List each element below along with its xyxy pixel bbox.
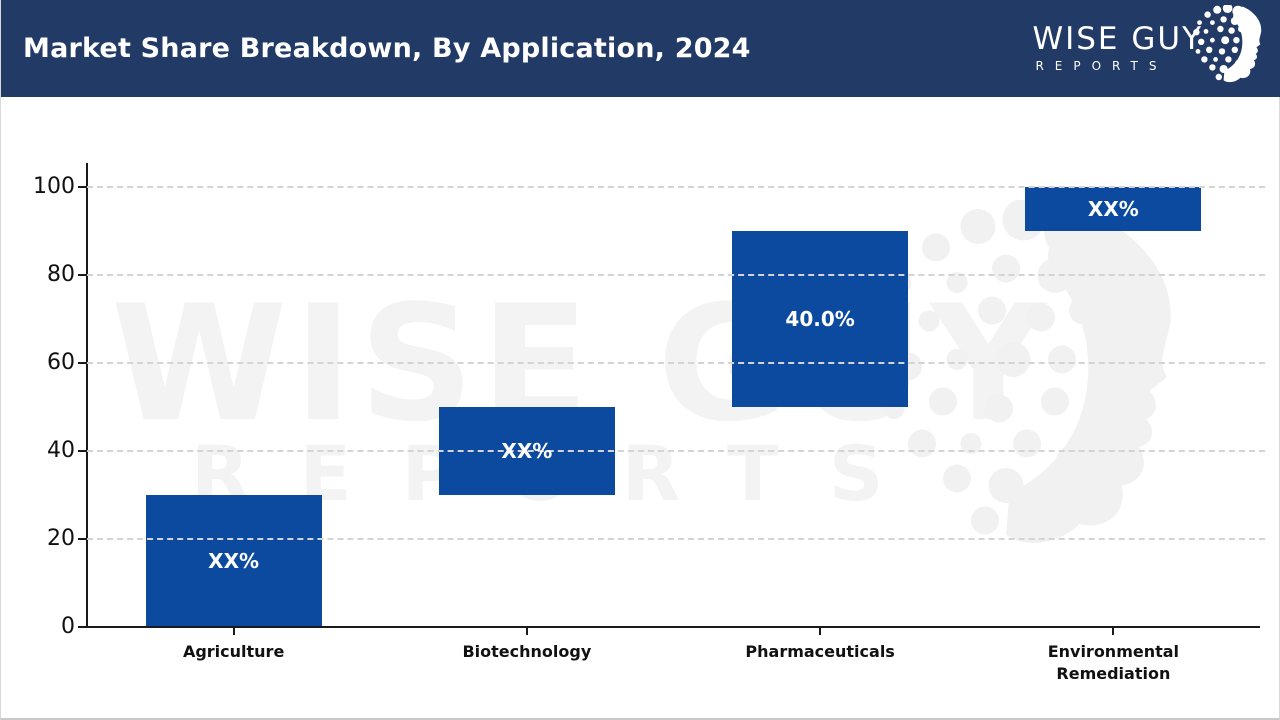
bar-value-label: 40.0% [785, 307, 855, 331]
bar-pharmaceuticals [732, 231, 909, 407]
bar-value-label: XX% [501, 439, 553, 463]
y-tick-mark [78, 626, 86, 628]
y-tick-label: 80 [47, 262, 75, 287]
gridline-100 [87, 186, 1265, 188]
header-bar: Market Share Breakdown, By Application, … [1, 0, 1280, 97]
x-tick-label-environmental-remediation: Environmental Remediation [1047, 642, 1180, 683]
gridline-40 [87, 450, 1265, 452]
y-tick-mark [78, 450, 86, 452]
x-tick-mark [819, 628, 822, 635]
y-tick-label: 0 [61, 614, 75, 639]
bar-value-label: XX% [208, 549, 260, 573]
gridline-60 [87, 362, 1265, 364]
y-tick-mark [78, 538, 86, 540]
bar-agriculture [145, 495, 322, 627]
x-tick-label-pharmaceuticals: Pharmaceuticals [745, 642, 895, 661]
head-profile-icon [1193, 4, 1262, 82]
x-tick-label-biotechnology: Biotechnology [462, 642, 592, 661]
y-tick-mark [78, 274, 86, 276]
x-tick-mark [232, 628, 235, 635]
page-title: Market Share Breakdown, By Application, … [23, 33, 751, 64]
gridline-80 [87, 274, 1265, 276]
y-tick-label: 20 [47, 526, 75, 551]
logo-line-reports: REPORTS [1035, 59, 1168, 73]
y-tick-label: 60 [47, 350, 75, 375]
wise-guy-reports-logo: WISE GUY REPORTS [1032, 4, 1271, 93]
bar-environmental-remediation [1025, 187, 1202, 231]
logo-line-wise-guy: WISE GUY [1032, 21, 1203, 57]
bar-value-label: XX% [1087, 197, 1139, 221]
x-tick-mark [1112, 628, 1115, 635]
x-tick-mark [525, 628, 528, 635]
watermark-head-dots-icon [873, 200, 1171, 543]
y-tick-mark [78, 186, 86, 188]
x-tick-label-agriculture: Agriculture [182, 642, 285, 661]
y-tick-label: 100 [33, 174, 75, 199]
y-tick-mark [78, 362, 86, 364]
y-tick-label: 40 [47, 438, 75, 463]
x-axis [86, 626, 1260, 628]
y-axis [86, 163, 88, 628]
gridline-20 [87, 538, 1265, 540]
logo-wordmark: WISE GUY REPORTS [1032, 21, 1203, 74]
